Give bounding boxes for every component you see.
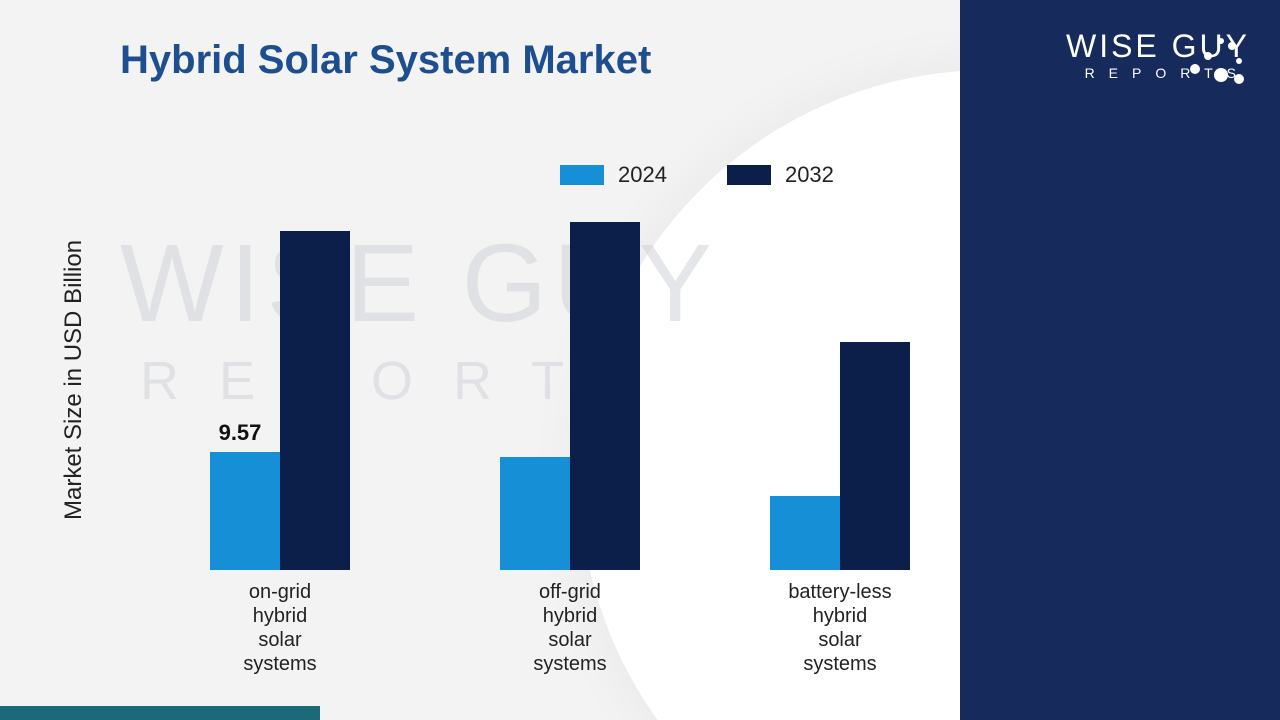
legend: 2024 2032 — [560, 162, 834, 188]
bar-2032-on-grid — [280, 231, 350, 570]
legend-label-2024: 2024 — [618, 162, 667, 188]
bar-2024-on-grid — [210, 452, 280, 570]
chart-canvas: WISE GUY REPORTS Hybrid Solar System Mar… — [0, 0, 1280, 720]
plot-area: 9.57 — [120, 200, 940, 570]
bar-2032-battery-less — [840, 342, 910, 570]
x-label-on-grid: on-gridhybridsolarsystems — [180, 580, 380, 676]
logo-dots-icon — [1184, 24, 1254, 94]
bar-2024-battery-less — [770, 496, 840, 570]
y-axis-label: Market Size in USD Billion — [60, 240, 88, 520]
wiseguy-logo: WISE GUY REPORTS — [1066, 30, 1250, 80]
bar-2024-off-grid — [500, 457, 570, 570]
legend-swatch-2032 — [727, 165, 771, 185]
legend-item-2024: 2024 — [560, 162, 667, 188]
chart-title: Hybrid Solar System Market — [120, 38, 651, 83]
x-label-off-grid: off-gridhybridsolarsystems — [470, 580, 670, 676]
bar-2032-off-grid — [570, 222, 640, 570]
bottom-strip — [0, 706, 320, 720]
bar-value-2024-on-grid: 9.57 — [200, 420, 280, 446]
legend-label-2032: 2032 — [785, 162, 834, 188]
right-panel — [960, 0, 1280, 720]
legend-swatch-2024 — [560, 165, 604, 185]
x-label-battery-less: battery-lesshybridsolarsystems — [740, 580, 940, 676]
legend-item-2032: 2032 — [727, 162, 834, 188]
